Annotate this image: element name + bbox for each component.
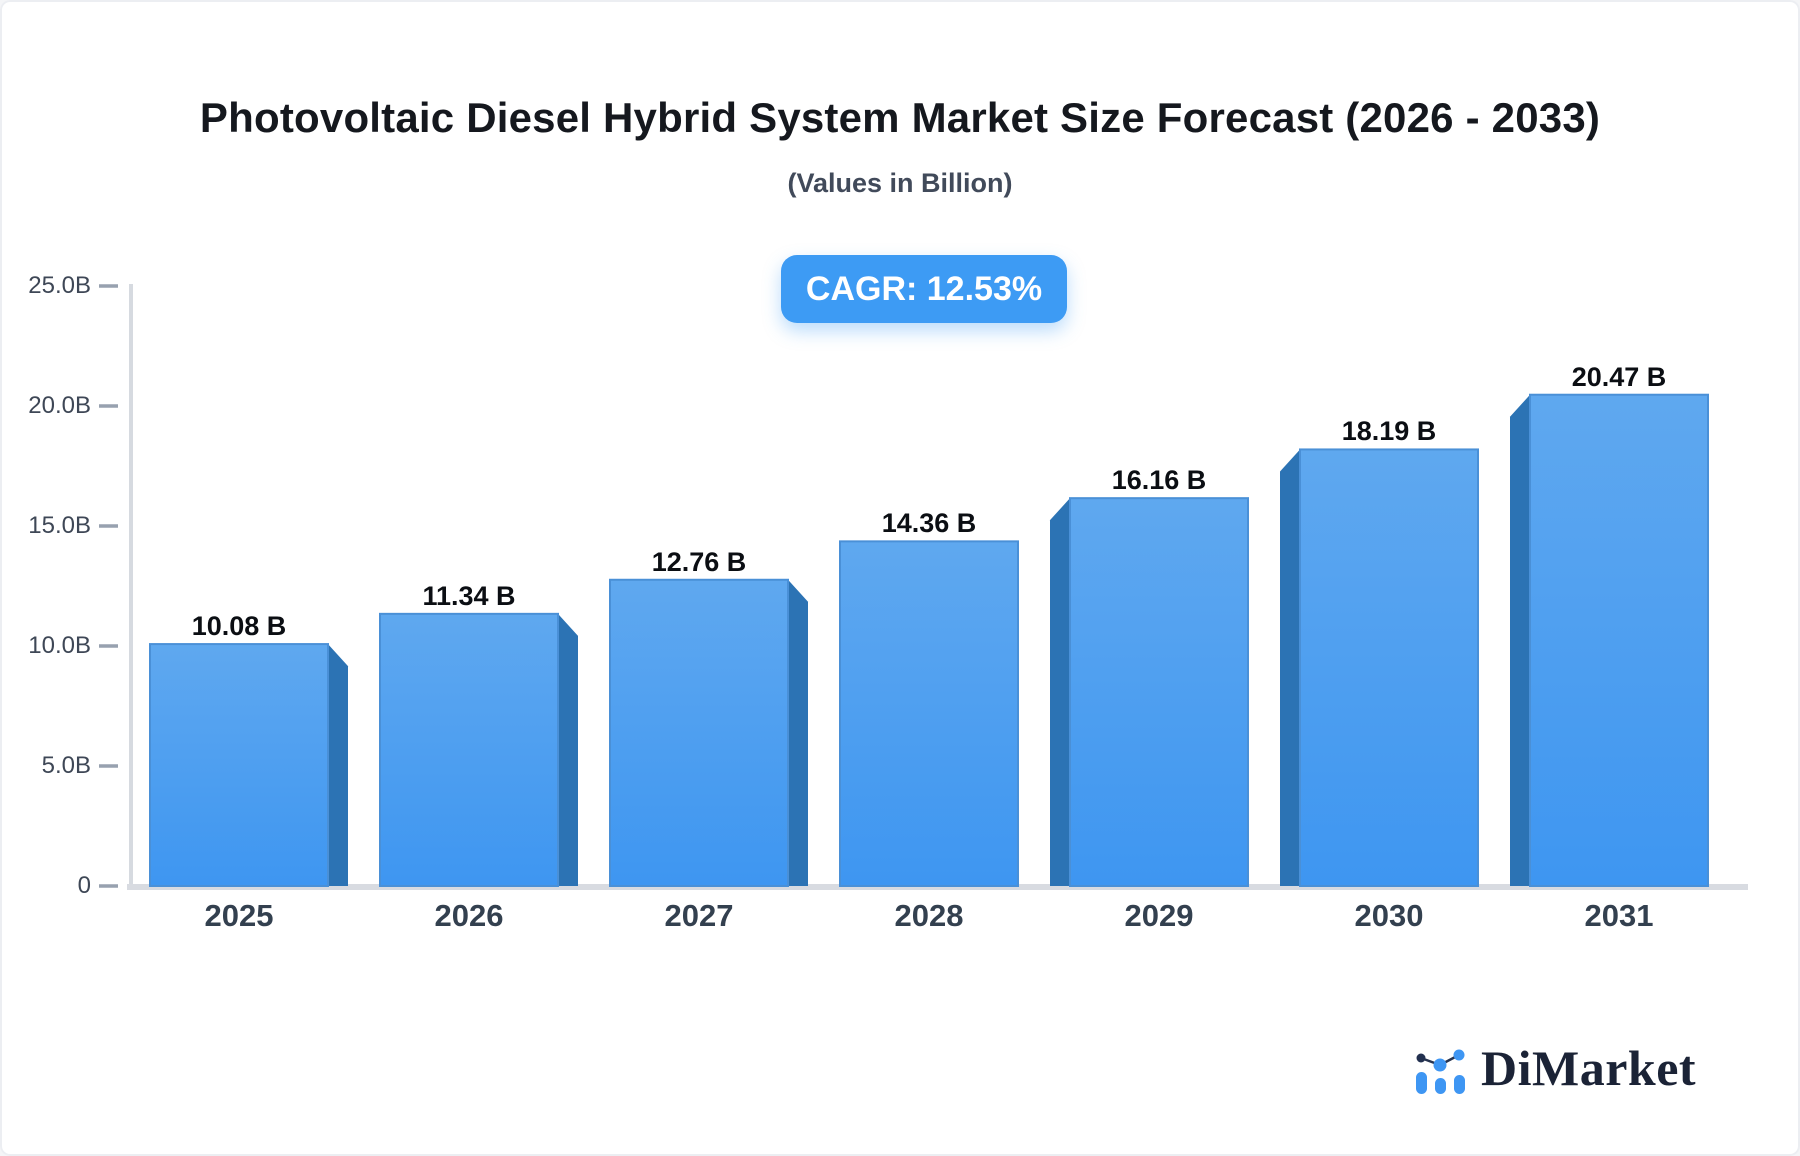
bar-2027[interactable] (609, 578, 789, 887)
bar-side-face (1050, 498, 1070, 886)
bar-2025[interactable] (149, 643, 329, 888)
y-tick-mark (99, 524, 118, 528)
bar-2030[interactable] (1299, 448, 1479, 887)
bar-side-face (328, 644, 348, 886)
y-tick-mark (99, 404, 118, 408)
y-tick-mark (99, 284, 118, 288)
dimarket-logo: DiMarket (1416, 1038, 1696, 1094)
chart-subtitle: (Values in Billion) (787, 168, 1013, 198)
y-tick-mark (99, 764, 118, 768)
bar-2026[interactable] (379, 612, 559, 888)
y-tick-mark (99, 644, 118, 648)
bar-line-chart-icon (1416, 1049, 1465, 1094)
y-axis-line (129, 284, 133, 890)
bar-side-face (1280, 449, 1300, 886)
chart-title: Photovoltaic Diesel Hybrid System Market… (199, 94, 1601, 141)
bar-side-face (788, 579, 808, 886)
cagr-badge: CAGR: 12.53% (781, 255, 1067, 323)
bar-2031[interactable] (1529, 393, 1709, 887)
bars-group (149, 393, 1709, 888)
bar-side-face (1510, 394, 1530, 886)
bar-2029[interactable] (1069, 497, 1249, 887)
y-tick-mark (99, 884, 118, 888)
logo-text: DiMarket (1481, 1040, 1697, 1096)
bar-2028[interactable] (839, 540, 1019, 887)
bar-side-face (558, 613, 578, 886)
